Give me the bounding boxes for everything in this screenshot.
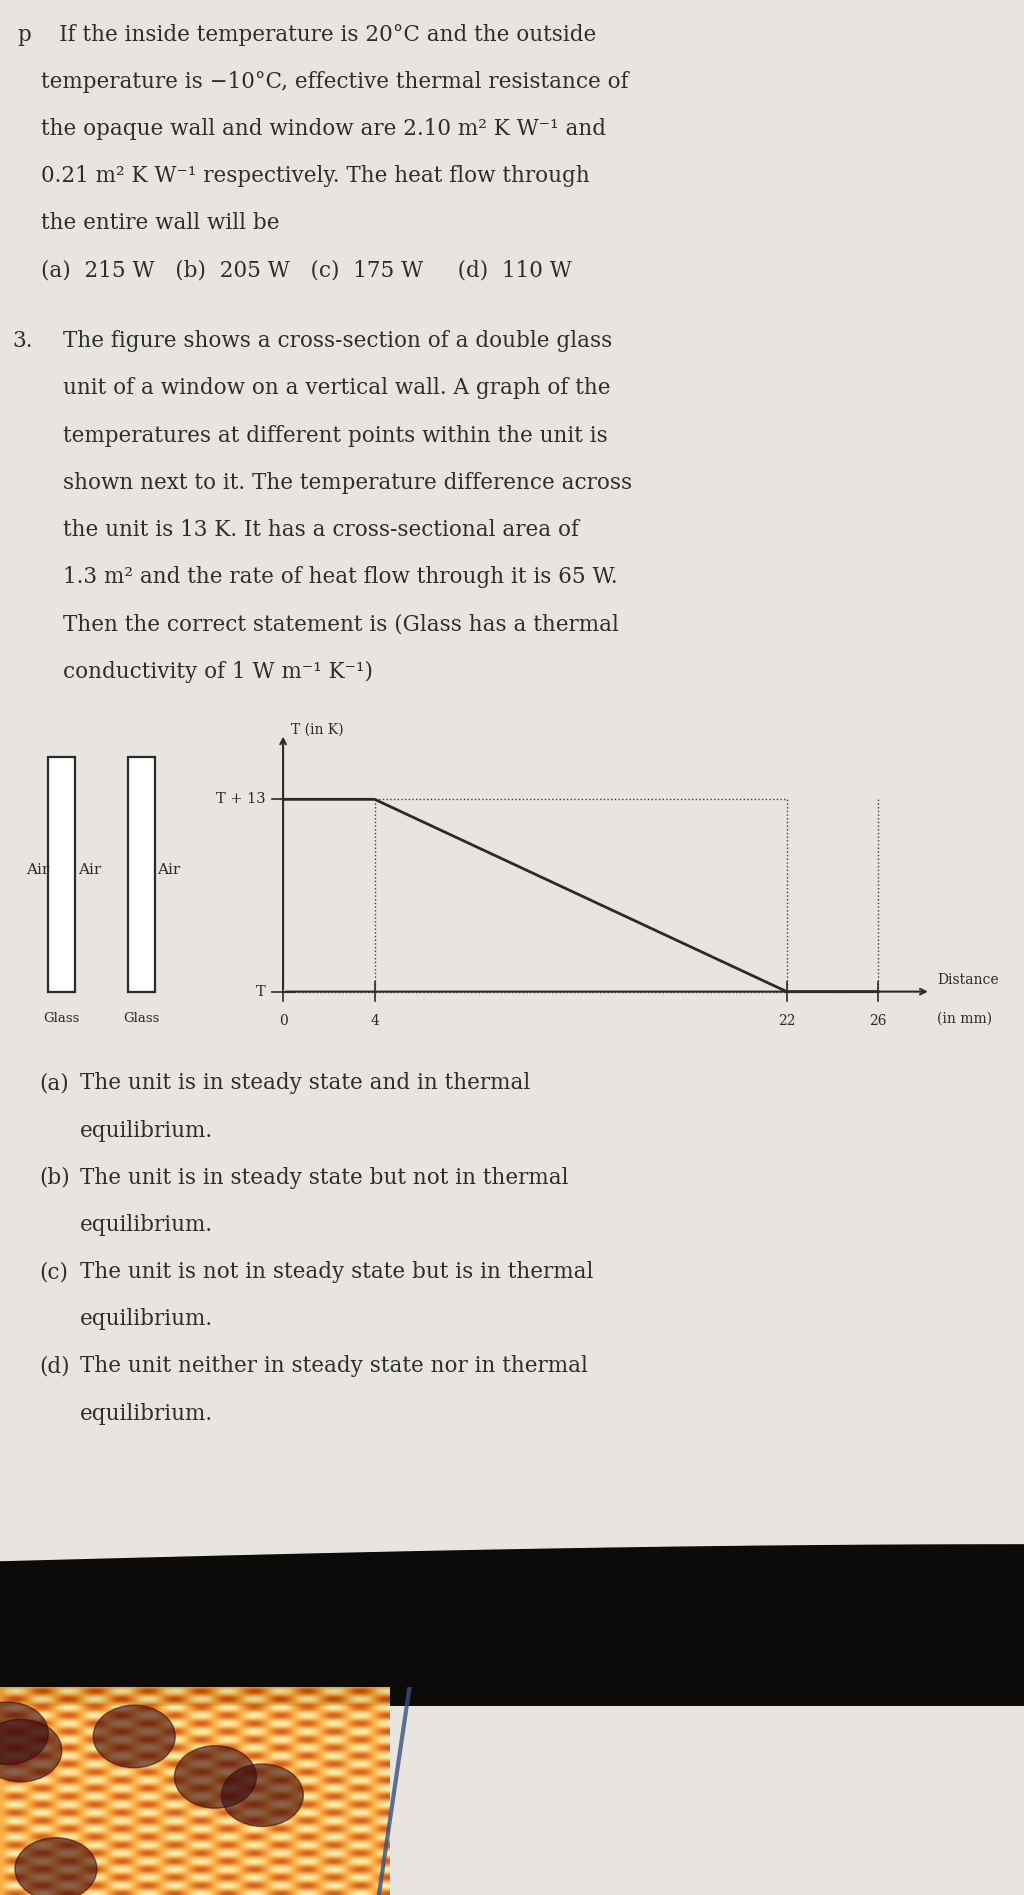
Text: 1.3 m² and the rate of heat flow through it is 65 W.: 1.3 m² and the rate of heat flow through… <box>63 567 618 587</box>
Bar <box>48 758 75 991</box>
Text: T + 13: T + 13 <box>216 792 266 807</box>
Text: the opaque wall and window are 2.10 m² K W⁻¹ and: the opaque wall and window are 2.10 m² K… <box>41 117 606 140</box>
Text: The unit is in steady state and in thermal: The unit is in steady state and in therm… <box>80 1073 530 1093</box>
Text: The unit is not in steady state but is in thermal: The unit is not in steady state but is i… <box>80 1260 593 1283</box>
Ellipse shape <box>0 1702 48 1764</box>
Text: Air: Air <box>157 864 180 877</box>
Text: (a)  215 W   (b)  205 W   (c)  175 W     (d)  110 W: (a) 215 W (b) 205 W (c) 175 W (d) 110 W <box>41 260 571 282</box>
Text: Glass: Glass <box>43 1012 80 1025</box>
Text: p    If the inside temperature is 20°C and the outside: p If the inside temperature is 20°C and … <box>18 23 597 45</box>
Text: (a): (a) <box>39 1073 69 1093</box>
Text: (in mm): (in mm) <box>937 1012 992 1025</box>
Text: equilibrium.: equilibrium. <box>80 1308 213 1330</box>
Text: Glass: Glass <box>123 1012 160 1025</box>
Text: shown next to it. The temperature difference across: shown next to it. The temperature differ… <box>63 472 633 495</box>
Ellipse shape <box>0 1719 61 1781</box>
Text: conductivity of 1 W m⁻¹ K⁻¹): conductivity of 1 W m⁻¹ K⁻¹) <box>63 661 374 682</box>
Ellipse shape <box>15 1838 97 1895</box>
Ellipse shape <box>221 1764 303 1827</box>
Text: The unit is in steady state but not in thermal: The unit is in steady state but not in t… <box>80 1167 568 1188</box>
Text: equilibrium.: equilibrium. <box>80 1402 213 1425</box>
Text: equilibrium.: equilibrium. <box>80 1120 213 1141</box>
Text: Distance: Distance <box>937 972 999 987</box>
Text: the unit is 13 K. It has a cross-sectional area of: the unit is 13 K. It has a cross-section… <box>63 519 580 542</box>
Ellipse shape <box>93 1706 175 1768</box>
Text: T (in K): T (in K) <box>291 722 343 737</box>
Text: (c): (c) <box>39 1260 68 1283</box>
Text: unit of a window on a vertical wall. A graph of the: unit of a window on a vertical wall. A g… <box>63 377 611 400</box>
Text: Then the correct statement is (Glass has a thermal: Then the correct statement is (Glass has… <box>63 614 620 635</box>
Text: The figure shows a cross-section of a double glass: The figure shows a cross-section of a do… <box>63 330 612 352</box>
Text: T: T <box>256 985 266 999</box>
Text: 22: 22 <box>778 1014 796 1027</box>
Text: Air: Air <box>78 864 101 877</box>
Text: equilibrium.: equilibrium. <box>80 1215 213 1236</box>
Text: 0.21 m² K W⁻¹ respectively. The heat flow through: 0.21 m² K W⁻¹ respectively. The heat flo… <box>41 165 590 188</box>
Text: Air: Air <box>26 864 49 877</box>
Text: temperature is −10°C, effective thermal resistance of: temperature is −10°C, effective thermal … <box>41 70 629 93</box>
Bar <box>128 758 155 991</box>
Text: 4: 4 <box>371 1014 379 1027</box>
Text: temperatures at different points within the unit is: temperatures at different points within … <box>63 424 608 447</box>
Ellipse shape <box>174 1745 256 1808</box>
Text: (d): (d) <box>39 1355 70 1378</box>
Text: (b): (b) <box>39 1167 70 1188</box>
Text: 3.: 3. <box>12 330 33 352</box>
Text: the entire wall will be: the entire wall will be <box>41 212 280 235</box>
Text: 0: 0 <box>279 1014 288 1027</box>
Text: 26: 26 <box>869 1014 887 1027</box>
Text: The unit neither in steady state nor in thermal: The unit neither in steady state nor in … <box>80 1355 588 1378</box>
